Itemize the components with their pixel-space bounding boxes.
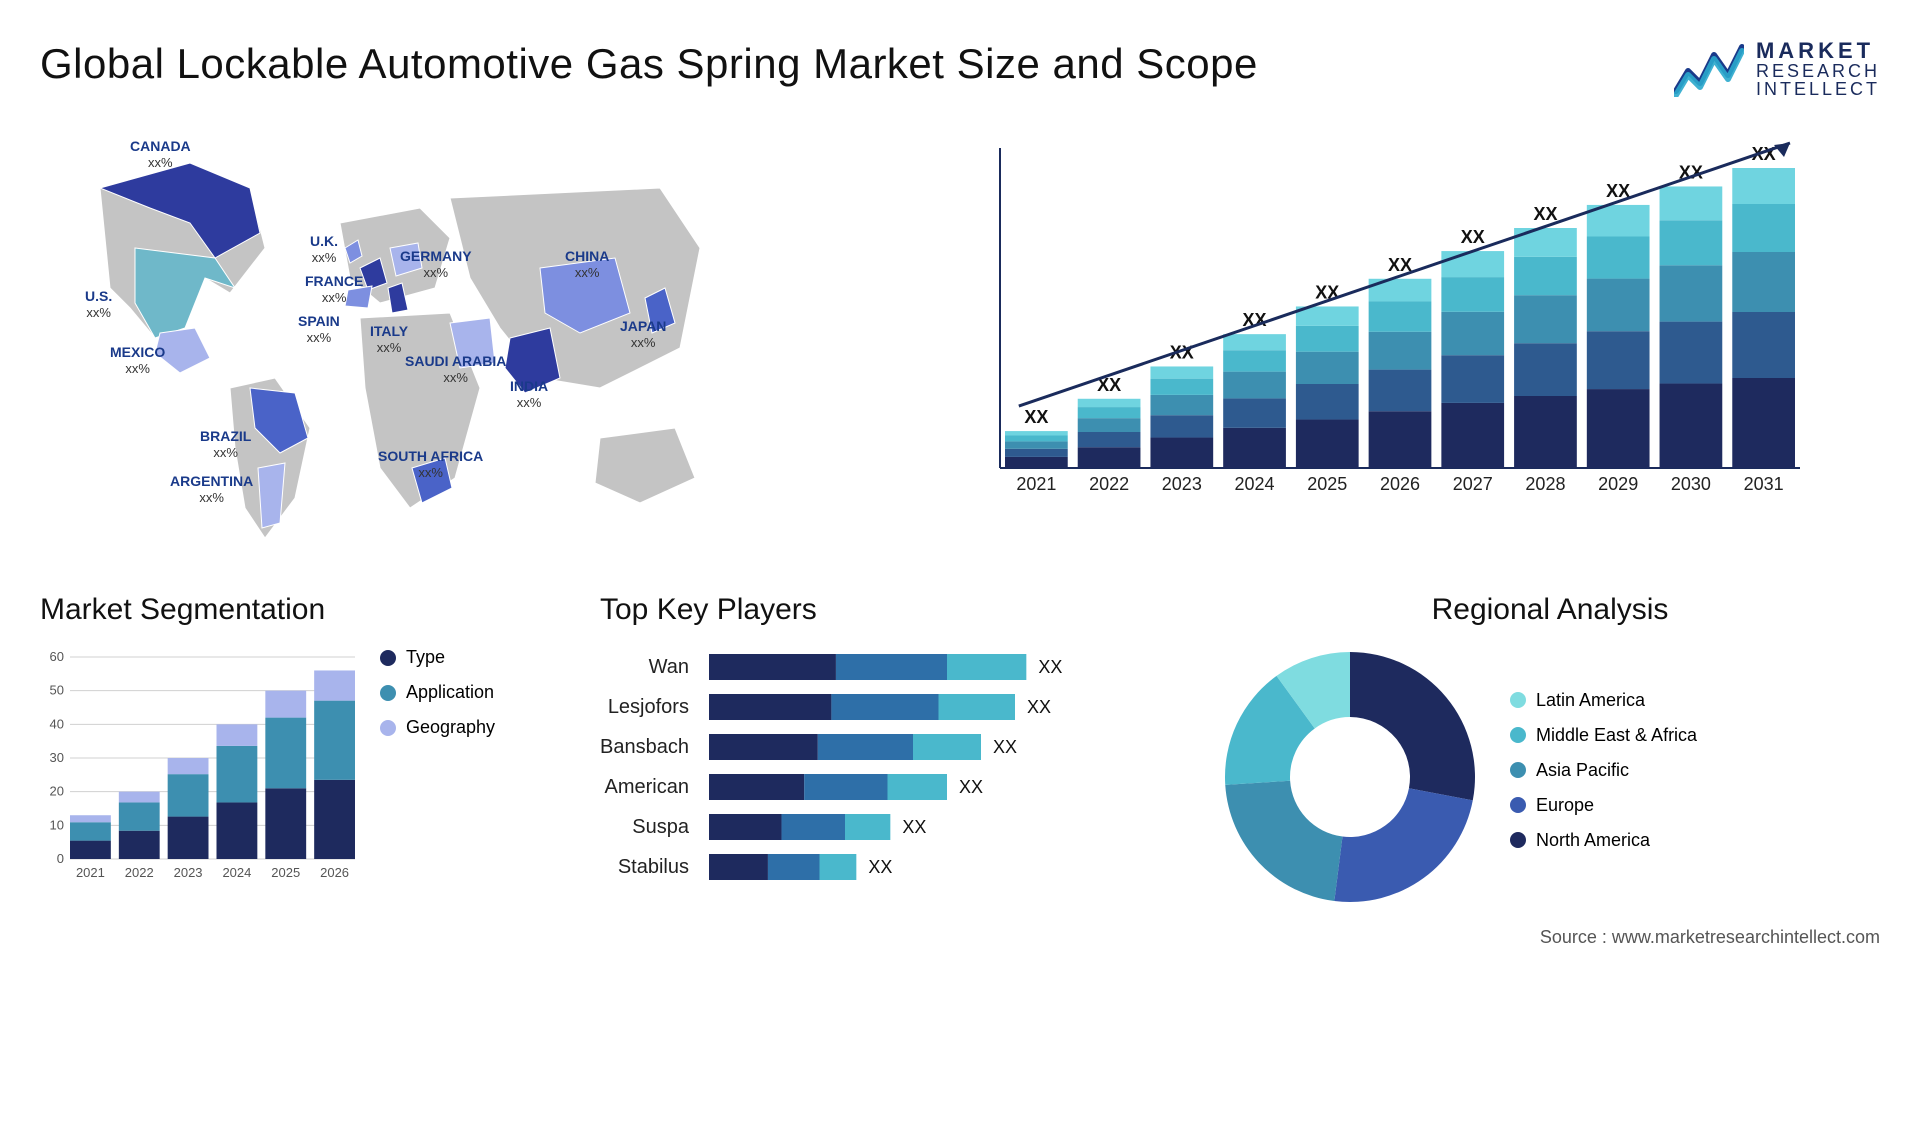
legend-item: Europe [1510,795,1697,816]
svg-text:XX: XX [1024,407,1048,427]
logo-icon [1674,41,1744,97]
map-label-brazil: BRAZILxx% [200,428,251,460]
map-label-germany: GERMANYxx% [400,248,472,280]
source-attribution: Source : www.marketresearchintellect.com [40,927,1880,948]
donut-chart [1220,647,1480,907]
svg-text:2024: 2024 [222,865,251,880]
map-label-u-s-: U.S.xx% [85,288,112,320]
player-label: Stabilus [600,847,689,887]
svg-text:XX: XX [1027,697,1051,717]
svg-text:2021: 2021 [76,865,105,880]
map-label-italy: ITALYxx% [370,323,408,355]
legend-item: Asia Pacific [1510,760,1697,781]
segmentation-legend: Type Application Geography [380,647,495,752]
svg-text:2026: 2026 [320,865,349,880]
logo-text-3: INTELLECT [1756,80,1880,98]
logo-text-1: MARKET [1756,40,1880,62]
players-chart: XX XX XX XX XX XX [709,647,1099,887]
players-panel: Top Key Players WanLesjoforsBansbachAmer… [600,593,1180,907]
map-label-saudi-arabia: SAUDI ARABIAxx% [405,353,506,385]
svg-text:50: 50 [50,683,64,698]
svg-text:2023: 2023 [1162,474,1202,494]
svg-text:XX: XX [902,817,926,837]
segmentation-chart: 0 10 20 30 40 50 60 2021 2022 2023 2024 2025 2026 [40,647,360,887]
map-label-canada: CANADAxx% [130,138,191,170]
legend-item: Application [380,682,495,703]
svg-text:2022: 2022 [125,865,154,880]
svg-text:60: 60 [50,649,64,664]
svg-text:2023: 2023 [174,865,203,880]
legend-item: Middle East & Africa [1510,725,1697,746]
svg-text:2030: 2030 [1671,474,1711,494]
player-label: Lesjofors [600,687,689,727]
donut-legend: Latin America Middle East & Africa Asia Pa… [1510,690,1697,865]
map-label-mexico: MEXICOxx% [110,344,165,376]
svg-text:2024: 2024 [1235,474,1275,494]
player-label: Wan [600,647,689,687]
svg-text:XX: XX [868,857,892,877]
svg-text:XX: XX [959,777,983,797]
legend-item: Geography [380,717,495,738]
regional-title: Regional Analysis [1220,593,1880,627]
page-title: Global Lockable Automotive Gas Spring Ma… [40,40,1258,88]
svg-text:2029: 2029 [1598,474,1638,494]
players-labels: WanLesjoforsBansbachAmericanSuspaStabilu… [600,647,689,887]
map-label-south-africa: SOUTH AFRICAxx% [378,448,483,480]
svg-text:2027: 2027 [1453,474,1493,494]
svg-text:40: 40 [50,716,64,731]
legend-item: North America [1510,830,1697,851]
svg-text:2022: 2022 [1089,474,1129,494]
svg-text:XX: XX [1038,657,1062,677]
svg-text:2025: 2025 [271,865,300,880]
segmentation-panel: Market Segmentation 0 10 20 30 40 50 60 2021 202… [40,593,560,907]
map-label-india: INDIAxx% [510,378,548,410]
svg-text:2025: 2025 [1307,474,1347,494]
regional-panel: Regional Analysis Latin America Middle Ea… [1220,593,1880,907]
map-label-spain: SPAINxx% [298,313,340,345]
legend-item: Type [380,647,495,668]
svg-text:2021: 2021 [1016,474,1056,494]
svg-text:30: 30 [50,750,64,765]
svg-text:2026: 2026 [1380,474,1420,494]
forecast-chart-panel: 2021XX2022XX2023XX2024XX2025XX2026XX2027… [990,128,1880,553]
map-label-japan: JAPANxx% [620,318,666,350]
player-label: Suspa [600,807,689,847]
svg-text:0: 0 [57,851,64,866]
svg-text:10: 10 [50,817,64,832]
svg-text:2031: 2031 [1744,474,1784,494]
player-label: American [600,767,689,807]
player-label: Bansbach [600,727,689,767]
svg-text:2028: 2028 [1525,474,1565,494]
map-label-u-k-: U.K.xx% [310,233,338,265]
map-label-china: CHINAxx% [565,248,609,280]
svg-text:XX: XX [1533,204,1557,224]
brand-logo: MARKET RESEARCH INTELLECT [1674,40,1880,98]
svg-text:20: 20 [50,784,64,799]
header: Global Lockable Automotive Gas Spring Ma… [40,40,1880,98]
logo-text-2: RESEARCH [1756,62,1880,80]
segmentation-title: Market Segmentation [40,593,560,627]
legend-item: Latin America [1510,690,1697,711]
svg-text:XX: XX [1461,227,1485,247]
forecast-chart: 2021XX2022XX2023XX2024XX2025XX2026XX2027… [990,128,1810,508]
map-label-argentina: ARGENTINAxx% [170,473,253,505]
svg-text:XX: XX [993,737,1017,757]
map-label-france: FRANCExx% [305,273,363,305]
world-map-panel: CANADAxx% U.S.xx% MEXICOxx% BRAZILxx% ARGENT… [40,128,930,553]
players-title: Top Key Players [600,593,1180,627]
